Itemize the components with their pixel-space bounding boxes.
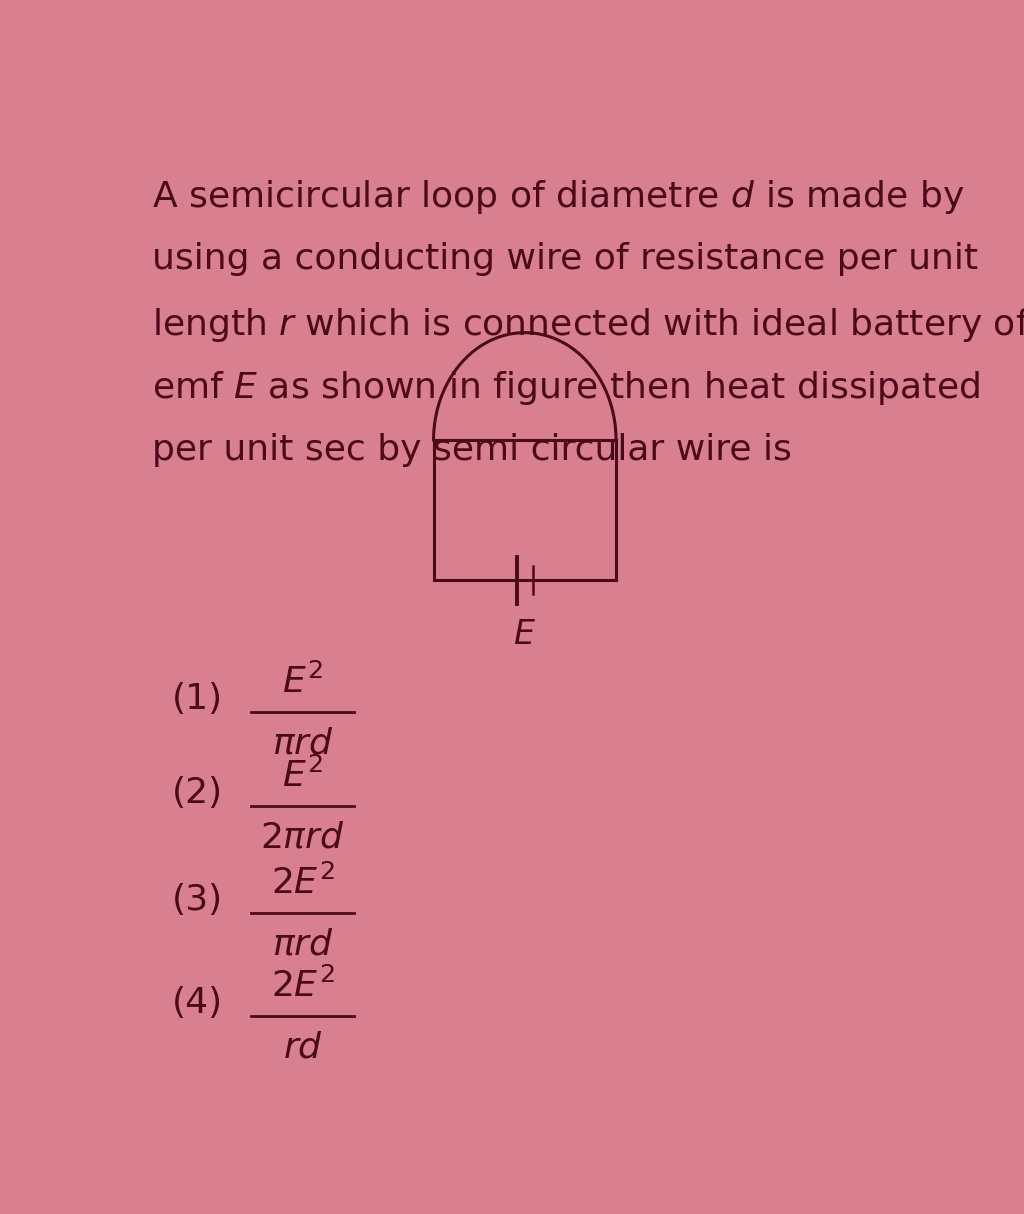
Text: length $r$ which is connected with ideal battery of: length $r$ which is connected with ideal…	[152, 306, 1024, 344]
Text: $2E^2$: $2E^2$	[270, 866, 335, 901]
Text: $\pi rd$: $\pi rd$	[271, 727, 334, 761]
Text: $\pi rd$: $\pi rd$	[271, 927, 334, 961]
Text: $rd$: $rd$	[283, 1031, 323, 1065]
Text: A semicircular loop of diametre $d$ is made by: A semicircular loop of diametre $d$ is m…	[152, 178, 965, 216]
Text: (3): (3)	[172, 883, 223, 917]
Text: using a conducting wire of resistance per unit: using a conducting wire of resistance pe…	[152, 242, 978, 276]
Text: (1): (1)	[172, 682, 223, 716]
Text: $E$: $E$	[513, 618, 537, 651]
Text: (4): (4)	[172, 986, 223, 1020]
Text: $E^2$: $E^2$	[283, 664, 323, 700]
Text: emf $E$ as shown in figure then heat dissipated: emf $E$ as shown in figure then heat dis…	[152, 369, 980, 407]
Text: (2): (2)	[172, 776, 223, 810]
Text: per unit sec by semi circular wire is: per unit sec by semi circular wire is	[152, 432, 792, 466]
Text: $E^2$: $E^2$	[283, 758, 323, 794]
Text: $2\pi rd$: $2\pi rd$	[260, 821, 345, 855]
Text: $2E^2$: $2E^2$	[270, 968, 335, 1004]
